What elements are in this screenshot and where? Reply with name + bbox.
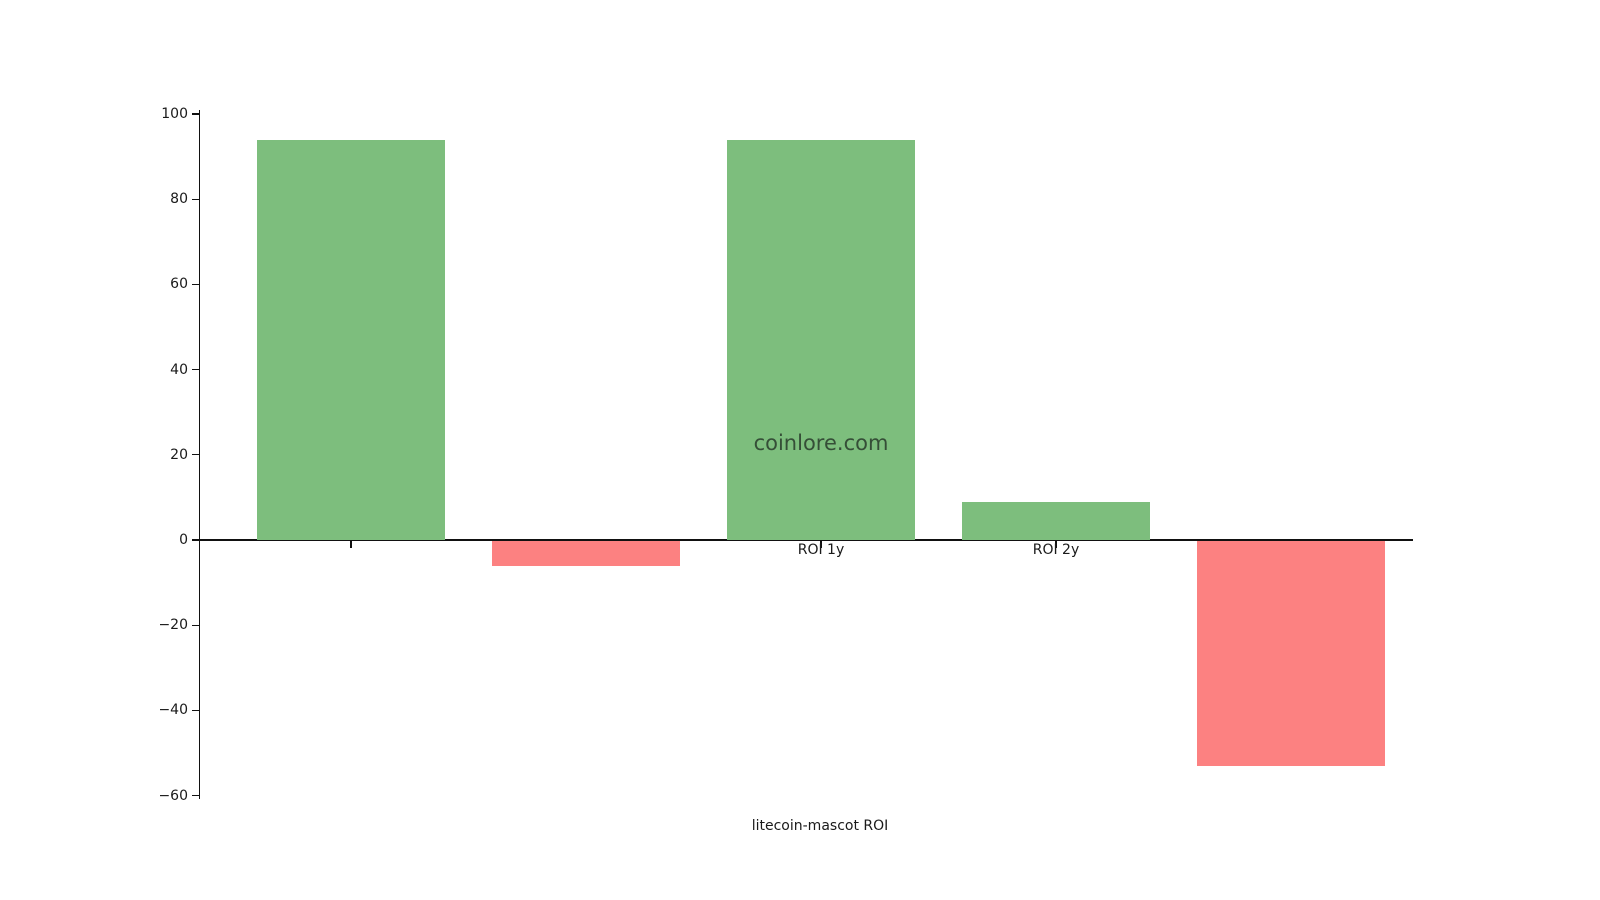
y-axis-spine — [199, 110, 201, 799]
x-axis-title: litecoin-mascot ROI — [751, 818, 889, 834]
bar — [727, 139, 915, 540]
y-tick-mark — [192, 624, 199, 626]
y-tick-label: 40 — [170, 361, 188, 378]
y-tick-label: −20 — [158, 617, 188, 634]
bar — [962, 501, 1150, 540]
bar — [1197, 540, 1385, 767]
x-tick-label: ROI 2y — [1032, 542, 1080, 558]
x-tick-label: ROI 1y — [797, 542, 845, 558]
y-tick-mark — [192, 283, 199, 286]
y-tick-mark — [192, 539, 199, 541]
y-tick-label: 60 — [170, 276, 188, 293]
bar — [257, 139, 445, 540]
y-tick-label: 20 — [170, 446, 188, 463]
y-tick-mark — [192, 794, 199, 797]
x-tick-mark — [820, 540, 822, 548]
y-tick-mark — [192, 709, 199, 712]
watermark: coinlore.com — [753, 431, 889, 455]
y-tick-label: 0 — [179, 532, 188, 548]
bar — [492, 540, 680, 567]
x-axis-line — [200, 539, 1413, 541]
y-tick-label: 80 — [170, 191, 188, 208]
y-tick-mark — [192, 454, 199, 456]
y-tick-mark — [192, 113, 199, 115]
y-tick-mark — [192, 198, 199, 200]
x-tick-mark — [1055, 540, 1057, 548]
y-tick-label: 100 — [161, 106, 188, 122]
x-tick-mark — [350, 540, 352, 548]
y-tick-mark — [192, 368, 199, 371]
y-tick-label: −40 — [158, 702, 188, 719]
y-tick-label: −60 — [158, 787, 188, 804]
